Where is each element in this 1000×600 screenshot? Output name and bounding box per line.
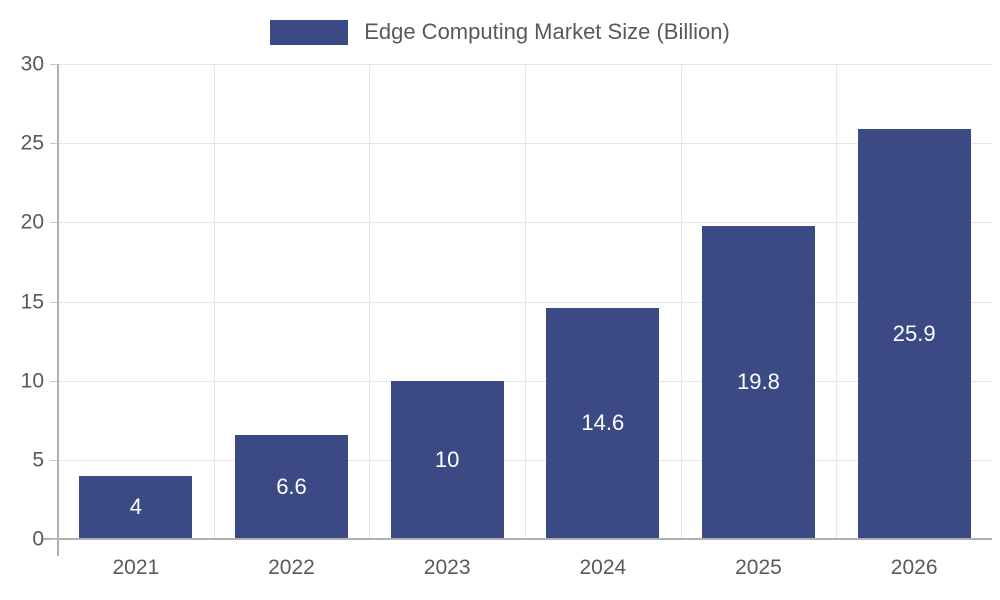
- y-tick-mark: [50, 222, 58, 224]
- bar-value-label: 25.9: [892, 320, 936, 346]
- bar-value-label: 14.6: [581, 410, 625, 436]
- y-tick-mark: [50, 301, 58, 303]
- x-tick-label: 2022: [268, 556, 315, 579]
- x-axis-line: [42, 538, 992, 540]
- legend-swatch-icon: [270, 19, 349, 45]
- bar[interactable]: 4: [79, 475, 193, 539]
- gridline-vertical: [525, 64, 526, 539]
- y-tick-label: 30: [20, 52, 44, 76]
- gridline-vertical: [836, 64, 837, 539]
- x-tick-label: 2023: [423, 556, 471, 579]
- x-tick-label: 2021: [112, 556, 160, 579]
- x-tick-label: 2026: [890, 556, 938, 579]
- x-tick-label: 2024: [579, 556, 627, 579]
- y-tick-mark: [50, 539, 58, 540]
- y-tick-label: 10: [20, 369, 44, 393]
- bar[interactable]: 25.9: [857, 128, 971, 539]
- y-tick-label: 20: [20, 210, 44, 234]
- plot-area: 4 6.6 10 14.6 19.8 25.9: [58, 64, 992, 540]
- bar-value-label: 4: [129, 494, 142, 520]
- bar-value-label: 19.8: [737, 369, 780, 395]
- x-tick-label: 2025: [735, 556, 782, 579]
- gridline-vertical: [369, 64, 370, 539]
- bar[interactable]: 6.6: [235, 434, 348, 539]
- y-tick-label: 15: [20, 290, 44, 313]
- y-tick-mark: [50, 380, 58, 382]
- chart-legend: Edge Computing Market Size (Billion): [0, 14, 1000, 50]
- bar[interactable]: 19.8: [702, 225, 815, 539]
- y-tick-mark: [50, 459, 58, 461]
- bar-value-label: 10: [434, 446, 460, 472]
- y-axis-line: [57, 64, 59, 556]
- bar[interactable]: 10: [390, 380, 504, 539]
- bar[interactable]: 14.6: [546, 307, 660, 539]
- y-tick-mark: [50, 143, 58, 145]
- y-tick-label: 25: [20, 131, 44, 155]
- y-tick-mark: [50, 64, 58, 65]
- y-tick-label: 0: [32, 527, 44, 551]
- bar-value-label: 6.6: [276, 473, 307, 499]
- gridline-vertical: [214, 64, 215, 539]
- y-tick-label: 5: [32, 448, 44, 472]
- legend-label: Edge Computing Market Size (Billion): [364, 19, 730, 44]
- gridline-vertical: [681, 64, 682, 539]
